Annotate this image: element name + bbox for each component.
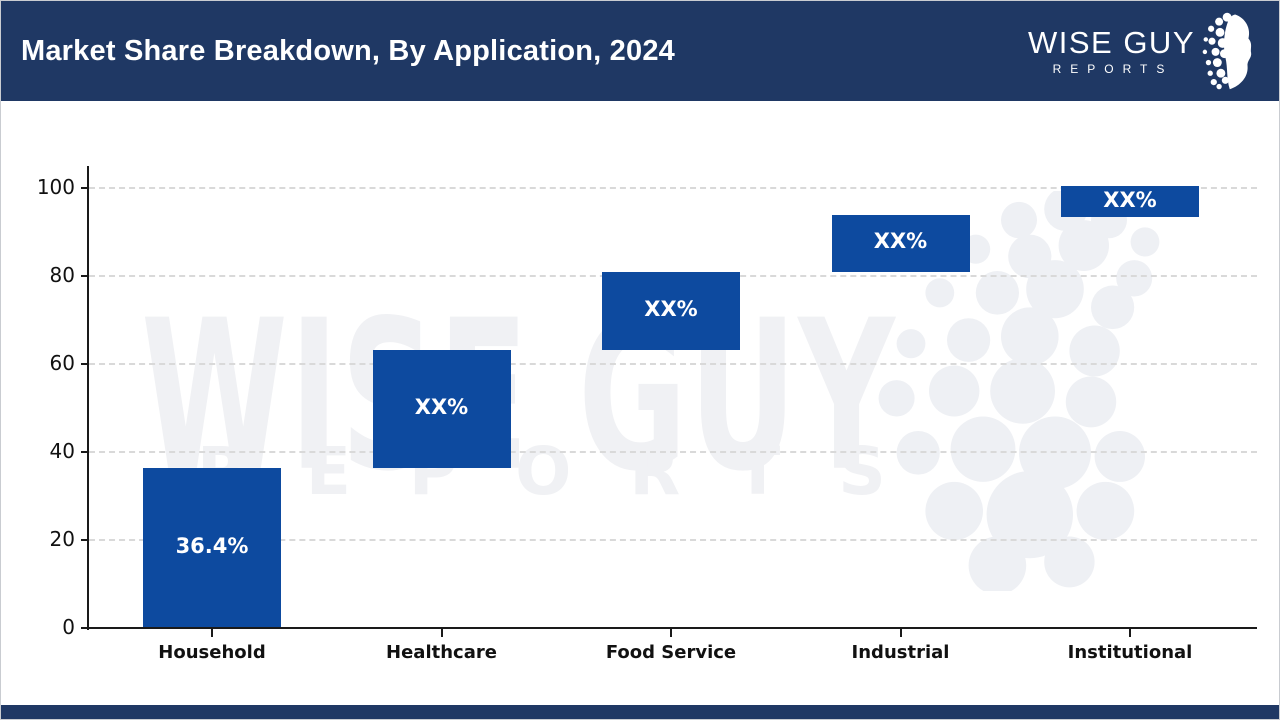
bar	[831, 214, 970, 273]
bar-value-label: XX%	[1103, 187, 1157, 212]
watermark-wordmark: WISE GUY	[141, 275, 897, 517]
x-tick-label: Industrial	[851, 642, 950, 663]
chart-title: Market Share Breakdown, By Application, …	[21, 34, 675, 67]
x-tick-label: Healthcare	[386, 642, 497, 663]
x-tick-label: Household	[158, 642, 266, 663]
bar-value-label: XX%	[414, 394, 469, 419]
y-tick-label: 60	[49, 351, 75, 375]
y-tick-mark	[81, 451, 89, 453]
y-tick-mark	[81, 627, 89, 629]
logo-subtitle: REPORTS	[1052, 62, 1174, 76]
x-tick-mark	[670, 629, 672, 637]
bar-value-label: XX%	[644, 296, 698, 321]
y-tick-label: 40	[49, 439, 75, 463]
y-axis-line	[87, 166, 89, 630]
footer-bar	[1, 705, 1279, 719]
bar	[372, 349, 511, 468]
header-bar: Market Share Breakdown, By Application, …	[1, 1, 1279, 101]
watermark-subtitle: REPORTS	[197, 433, 944, 510]
gridline	[89, 363, 1257, 365]
gridline	[89, 187, 1257, 189]
gridline	[89, 539, 1257, 541]
y-tick-mark	[81, 187, 89, 189]
logo-wordmark: WISE GUY	[1027, 25, 1195, 60]
x-tick-label: Food Service	[605, 642, 737, 663]
x-tick-mark	[440, 629, 443, 637]
y-tick-mark	[81, 275, 89, 277]
y-tick-mark	[81, 539, 89, 541]
x-tick-mark	[211, 629, 213, 637]
bar-value-label: XX%	[873, 229, 928, 254]
x-tick-mark	[1129, 629, 1131, 637]
x-tick-mark	[899, 629, 902, 637]
dotted-head-icon	[1202, 12, 1252, 90]
bar-value-label: 36.4%	[175, 533, 249, 558]
y-tick-label: 0	[62, 615, 75, 639]
y-tick-mark	[81, 363, 89, 365]
bar	[602, 272, 740, 350]
x-tick-label: Institutional	[1067, 642, 1193, 663]
x-axis-line	[87, 627, 1257, 629]
wise-guy-logo: WISE GUY REPORTS	[1028, 11, 1255, 91]
watermark-dotted-head-icon	[878, 191, 1160, 591]
gridline	[89, 451, 1257, 453]
y-tick-label: 100	[36, 175, 75, 199]
logo-text: WISE GUY REPORTS	[1028, 27, 1195, 75]
bar	[143, 467, 281, 628]
y-tick-label: 20	[49, 527, 75, 551]
y-tick-label: 80	[49, 263, 75, 287]
bar	[1061, 186, 1199, 218]
